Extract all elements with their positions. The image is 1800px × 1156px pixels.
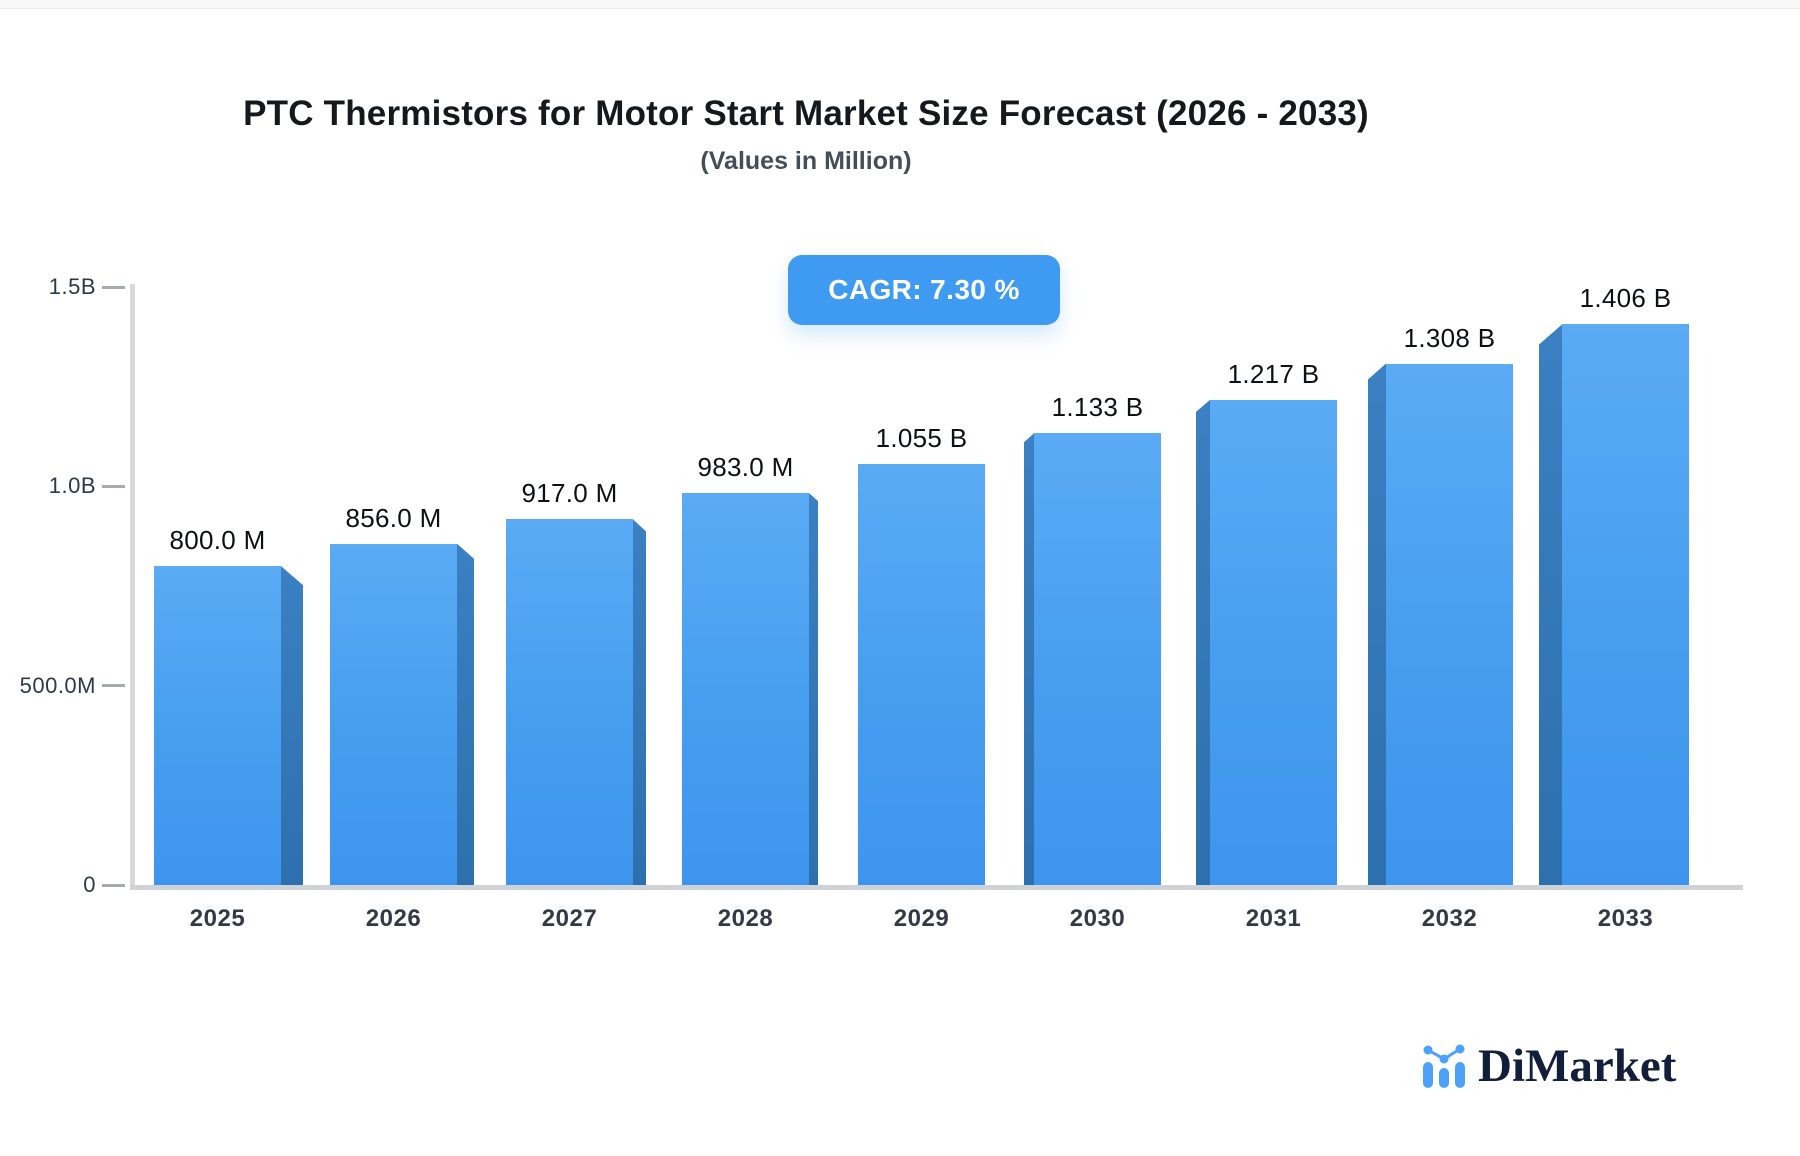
y-tick-mark xyxy=(102,484,125,488)
logo-text: DiMarket xyxy=(1478,1040,1677,1092)
bar-2028-side-facet xyxy=(809,493,818,885)
y-tick-label: 500.0M xyxy=(19,672,96,698)
bar-2032-side-facet xyxy=(1368,363,1386,885)
bar-value-label: 856.0 M xyxy=(345,502,442,533)
y-axis-line xyxy=(130,284,135,890)
bar-value-label: 917.0 M xyxy=(521,478,618,509)
bar-2030 xyxy=(1034,433,1161,885)
x-axis-baseline xyxy=(130,885,1743,890)
bar-2025 xyxy=(154,566,281,885)
y-tick-mark xyxy=(102,883,125,887)
bar-value-label: 800.0 M xyxy=(169,525,266,556)
bar-value-label: 1.308 B xyxy=(1403,322,1496,353)
bar-value-label: 1.217 B xyxy=(1227,358,1320,389)
bar-2026-side-facet xyxy=(457,543,474,885)
x-axis-label-2025: 2025 xyxy=(189,905,246,932)
bar-2029 xyxy=(858,464,985,885)
chart-subtitle: (Values in Million) xyxy=(700,147,912,175)
x-axis-label-2033: 2033 xyxy=(1597,905,1654,932)
top-border-strip xyxy=(0,0,1800,9)
bar-2033-side-facet xyxy=(1539,324,1562,885)
cagr-badge: CAGR: 7.30 % xyxy=(788,255,1060,325)
bar-2025-side-facet xyxy=(281,566,303,885)
x-axis-label-2031: 2031 xyxy=(1245,905,1302,932)
bar-2030-side-facet xyxy=(1024,433,1034,885)
bar-value-label: 1.055 B xyxy=(875,423,968,454)
bar-2031 xyxy=(1210,399,1337,885)
x-axis-label-2027: 2027 xyxy=(541,905,598,932)
y-tick-mark xyxy=(102,684,125,688)
x-axis-label-2026: 2026 xyxy=(365,905,422,932)
bar-chart-logo-icon xyxy=(1423,1044,1465,1088)
bar-2026 xyxy=(330,543,457,885)
y-tick-label: 1.5B xyxy=(48,274,96,299)
x-axis-label-2032: 2032 xyxy=(1421,905,1478,932)
bar-2028 xyxy=(682,493,809,885)
dimarket-logo: DiMarket xyxy=(1420,1042,1676,1090)
x-axis-label-2028: 2028 xyxy=(717,905,774,932)
y-tick-label: 0 xyxy=(83,872,96,897)
x-axis-label-2030: 2030 xyxy=(1069,905,1126,932)
chart-title: PTC Thermistors for Motor Start Market S… xyxy=(243,94,1369,133)
bar-value-label: 1.406 B xyxy=(1579,283,1672,314)
y-tick-mark xyxy=(102,285,125,289)
bar-value-label: 983.0 M xyxy=(697,452,794,483)
y-tick-label: 1.0B xyxy=(48,473,96,499)
bar-2027 xyxy=(506,519,633,885)
bar-2033 xyxy=(1562,324,1689,885)
bar-2027-side-facet xyxy=(633,519,646,885)
bar-2031-side-facet xyxy=(1196,399,1210,885)
x-axis-label-2029: 2029 xyxy=(893,905,950,932)
bar-2032 xyxy=(1386,363,1513,885)
bar-value-label: 1.133 B xyxy=(1051,392,1144,423)
